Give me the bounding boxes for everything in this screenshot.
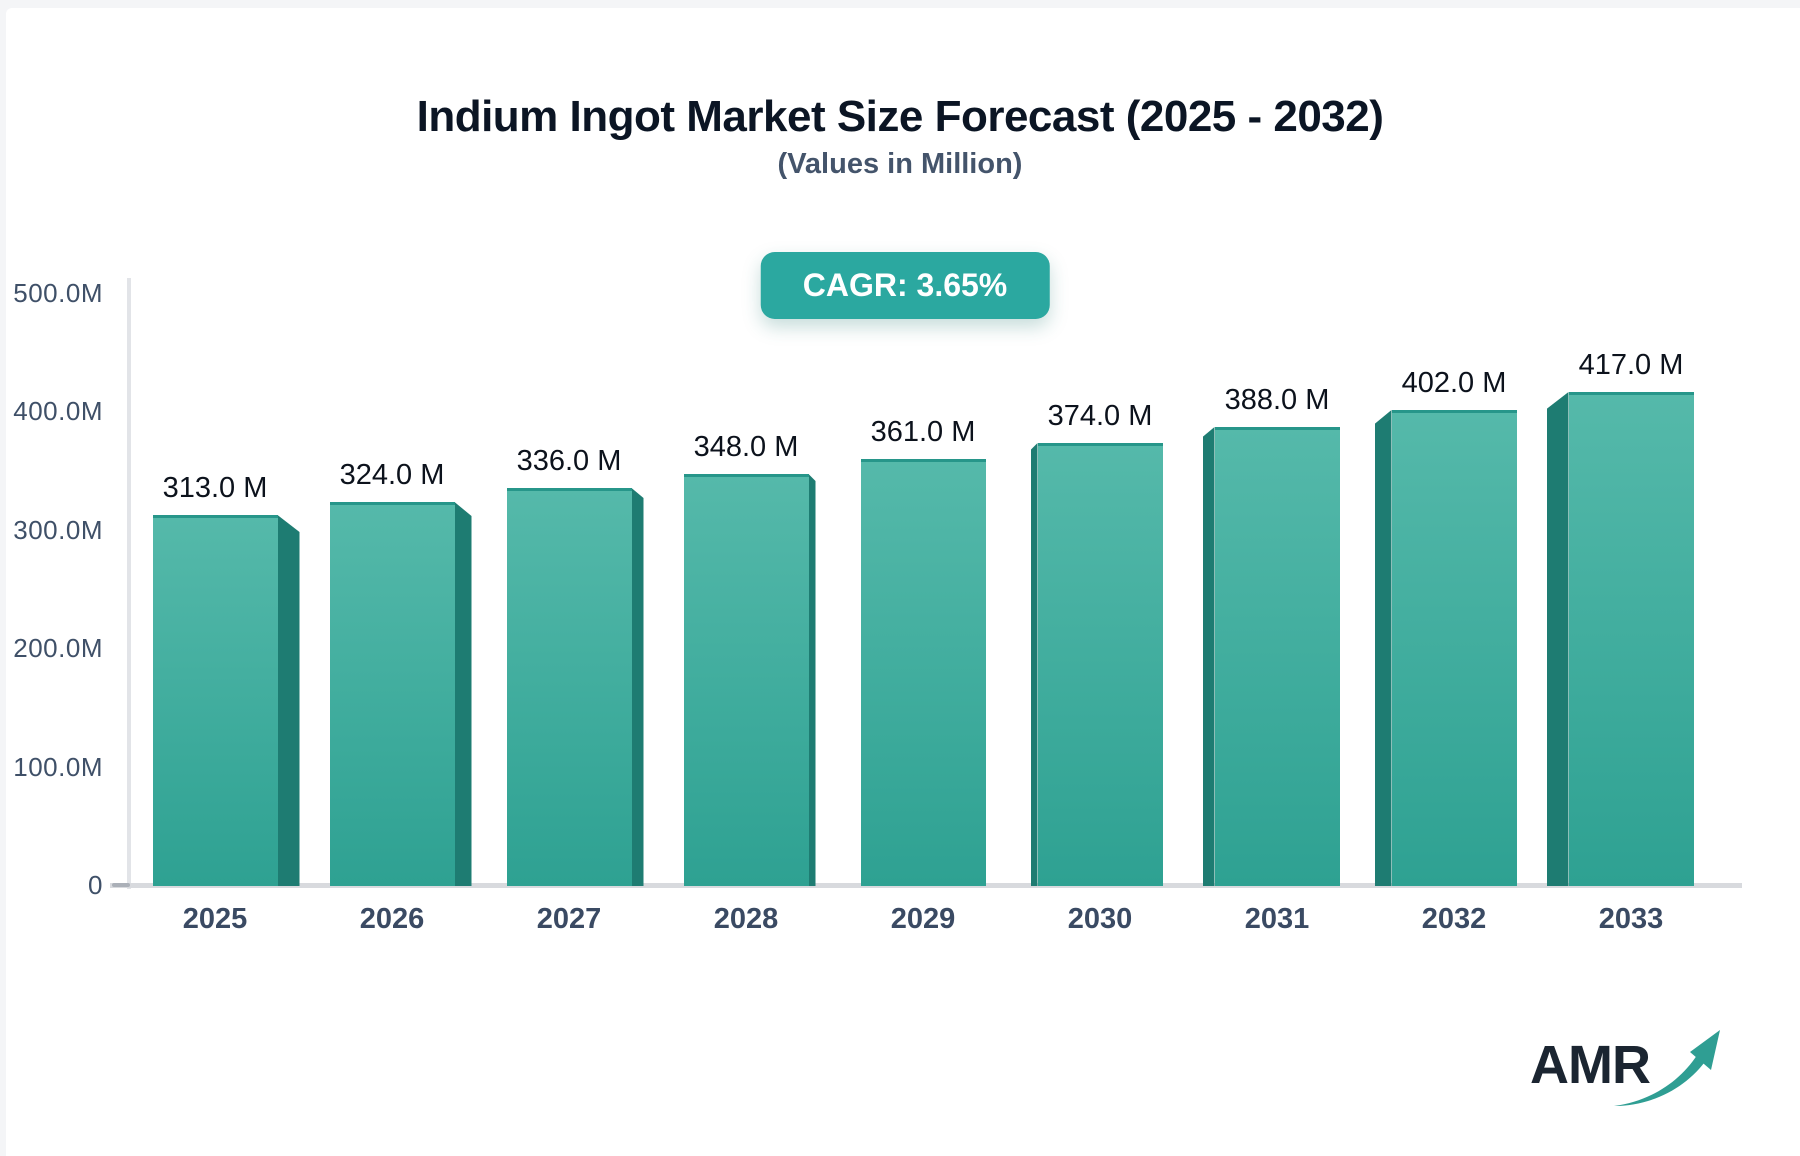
bar-side-3d: [808, 474, 816, 886]
x-axis-label: 2030: [1067, 903, 1133, 935]
bar-face: [506, 488, 632, 886]
bar-column: [506, 488, 644, 886]
bar-face: [152, 515, 278, 886]
x-axis-label: 2027: [536, 903, 602, 935]
bar-value-label: 361.0 M: [870, 416, 976, 448]
bar-face: [1214, 427, 1340, 886]
x-axis-label: 2032: [1421, 903, 1487, 935]
bar-column: [1202, 427, 1340, 886]
x-axis-label: 2033: [1598, 903, 1664, 935]
bar-face: [1391, 410, 1517, 886]
y-axis-label: 300.0M: [13, 514, 103, 545]
amr-logo-arrow-icon: [1614, 1030, 1720, 1106]
bar-column: [860, 459, 986, 886]
bar-column: [1030, 443, 1163, 886]
x-axis-label: 2028: [713, 903, 779, 935]
chart-title: Indium Ingot Market Size Forecast (2025 …: [416, 92, 1384, 141]
bar-value-label: 388.0 M: [1224, 384, 1330, 416]
bar-face: [683, 474, 809, 886]
bar-side-3d: [1030, 443, 1038, 886]
bar-side-3d: [1374, 410, 1392, 886]
bar-face: [329, 502, 455, 886]
bar-value-label: 417.0 M: [1578, 349, 1684, 381]
bar-value-label: 374.0 M: [1047, 400, 1153, 432]
bar-side-3d: [277, 515, 300, 886]
bar-side-3d: [454, 502, 472, 886]
x-axis-label: 2025: [182, 903, 248, 935]
bar-face: [1037, 443, 1163, 886]
bar-column: [1374, 410, 1517, 886]
y-axis-line: [127, 278, 131, 889]
y-axis-label: 400.0M: [13, 396, 103, 427]
bar-side-3d: [1202, 427, 1215, 886]
bar-column: [1546, 392, 1694, 886]
y-axis-label: 500.0M: [13, 278, 103, 308]
bar-column: [152, 515, 300, 886]
bar-value-label: 313.0 M: [162, 472, 268, 504]
bar-value-label: 402.0 M: [1401, 367, 1507, 399]
bar-face: [1568, 392, 1694, 886]
y-axis-label: 100.0M: [13, 751, 103, 782]
x-axis-label: 2026: [359, 903, 425, 935]
bar-value-label: 336.0 M: [516, 445, 622, 477]
zero-tick-mark: [112, 883, 130, 887]
bar-face: [860, 459, 986, 886]
bar-column: [329, 502, 472, 886]
y-axis-label: 0: [88, 870, 103, 900]
bar-column: [683, 474, 816, 886]
bar-side-3d: [1546, 392, 1569, 886]
amr-logo-text: AMR: [1530, 1035, 1651, 1095]
bar-value-label: 348.0 M: [693, 431, 799, 463]
x-axis-label: 2029: [890, 903, 956, 935]
x-axis-label: 2031: [1244, 903, 1310, 935]
bar-value-label: 324.0 M: [339, 459, 445, 491]
y-axis-label: 200.0M: [13, 633, 103, 664]
cagr-badge: CAGR: 3.65%: [760, 252, 1050, 319]
amr-logo: AMR: [1520, 1028, 1720, 1108]
bar-side-3d: [631, 488, 644, 886]
chart-subtitle: (Values in Million): [777, 148, 1023, 180]
